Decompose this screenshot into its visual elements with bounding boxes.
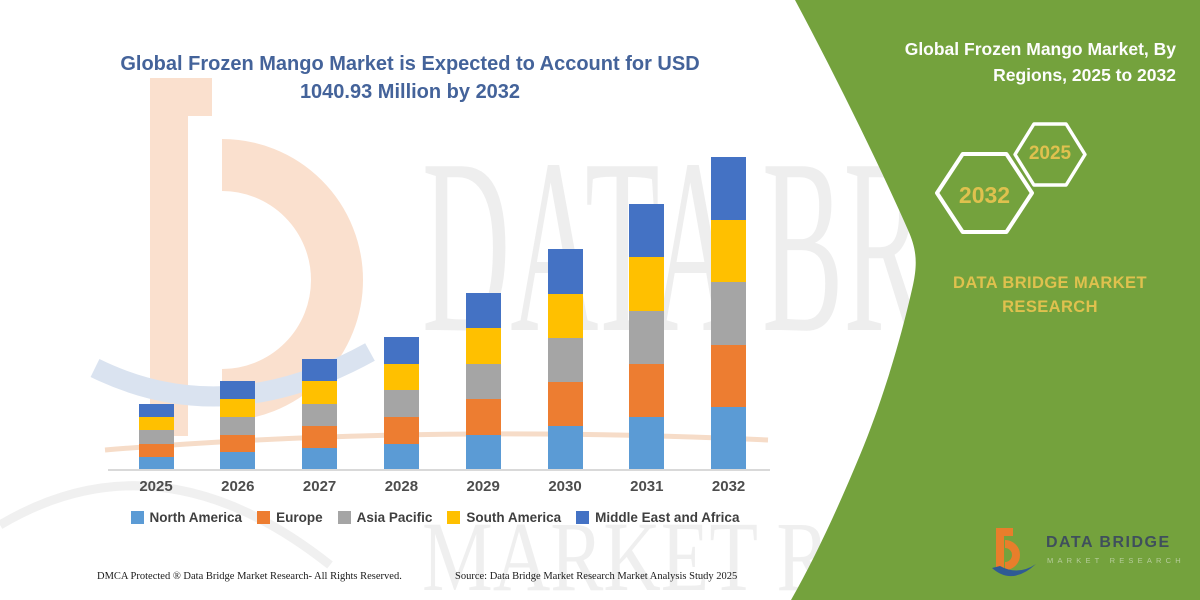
bar-segment-europe-2025: [138, 443, 174, 457]
bar-column-2027: [302, 359, 338, 470]
logo-subtext: MARKET RESEARCH: [1047, 556, 1185, 565]
x-axis-labels: 2025 2026 2027 2028 2029 2030 2031 2032: [110, 478, 770, 500]
bar-segment-south-america-2029: [465, 328, 501, 364]
legend-label: North America: [149, 510, 243, 525]
logo-name-text: DATA BRIDGE: [1046, 534, 1171, 551]
bar-segment-middle-east-and-africa-2029: [465, 292, 501, 329]
chart-plot-area: [110, 140, 770, 470]
bar-segment-middle-east-and-africa-2028: [383, 337, 419, 364]
chart-title-line1: Global Frozen Mango Market is Expected t…: [120, 53, 700, 75]
hexagon-2032-icon: [935, 152, 1034, 234]
bar-segment-north-america-2025: [138, 456, 174, 470]
bar-column-2029: [465, 292, 501, 470]
bar-segment-middle-east-and-africa-2026: [220, 381, 256, 399]
bar-segment-europe-2031: [629, 363, 665, 417]
bar-segment-middle-east-and-africa-2031: [629, 204, 665, 258]
legend-label: Asia Pacific: [356, 510, 433, 525]
bar-segment-south-america-2028: [383, 363, 419, 391]
x-axis-label-2028: 2028: [384, 478, 419, 495]
bar-segment-south-america-2027: [302, 381, 338, 404]
bar-segment-asia-pacific-2029: [465, 363, 501, 400]
x-axis-label-2026: 2026: [221, 478, 255, 495]
bar-segment-south-america-2030: [547, 293, 583, 338]
hexagon-label-2025: 2025: [1028, 143, 1072, 164]
bar-segment-south-america-2032: [711, 219, 747, 283]
bar-segment-middle-east-and-africa-2032: [711, 157, 747, 220]
bar-column-2028: [383, 337, 419, 470]
bar-segment-europe-2029: [465, 399, 501, 435]
bar-segment-north-america-2029: [465, 434, 501, 470]
legend-item-middle-east-and-africa: Middle East and Africa: [576, 510, 739, 525]
legend-swatch-icon: [337, 511, 351, 524]
legend-swatch-icon: [576, 511, 590, 524]
right-panel-title: Global Frozen Mango Market, By Regions, …: [846, 36, 1176, 89]
legend-item-europe: Europe: [257, 510, 323, 525]
hexagon-2025-icon: [1013, 122, 1087, 187]
bar-column-2025: [138, 403, 174, 470]
bar-segment-middle-east-and-africa-2027: [302, 359, 338, 382]
chart-legend: North America Europe Asia Pacific South Ame…: [95, 510, 775, 525]
legend-label: Europe: [276, 510, 323, 525]
bar-segment-middle-east-and-africa-2030: [547, 249, 583, 294]
legend-label: South America: [466, 510, 562, 525]
bar-segment-north-america-2026: [220, 452, 256, 470]
x-axis-line: [108, 469, 770, 471]
chart-title-line2: 1040.93 Million by 2032: [299, 81, 521, 103]
legend-item-asia-pacific: Asia Pacific: [337, 510, 433, 525]
legend-swatch-icon: [257, 511, 271, 524]
x-axis-label-2032: 2032: [711, 478, 746, 495]
footer-source-text: Source: Data Bridge Market Research Mark…: [455, 571, 738, 582]
right-panel-title-line1: Global Frozen Mango Market, By: [904, 39, 1176, 59]
brand-text-line2: RESEARCH: [1002, 297, 1098, 316]
legend-item-north-america: North America: [130, 510, 243, 525]
bar-segment-north-america-2032: [711, 407, 747, 470]
legend-swatch-icon: [447, 511, 461, 524]
bar-segment-south-america-2026: [220, 398, 256, 417]
x-axis-label-2031: 2031: [630, 478, 664, 495]
bar-column-2031: [629, 204, 665, 470]
bar-segment-south-america-2031: [629, 257, 665, 311]
bar-segment-asia-pacific-2032: [711, 282, 747, 345]
brand-text: DATA BRIDGE MARKET RESEARCH: [930, 272, 1170, 320]
bar-column-2026: [220, 381, 256, 470]
x-axis-label-2029: 2029: [466, 478, 500, 495]
footer-dmca-text: DMCA Protected ® Data Bridge Market Rese…: [97, 571, 402, 582]
x-axis-label-2025: 2025: [139, 478, 173, 495]
bar-segment-asia-pacific-2027: [302, 403, 338, 426]
bar-segment-middle-east-and-africa-2025: [138, 403, 174, 417]
bar-segment-north-america-2030: [547, 425, 583, 470]
databridge-logo: DATA BRIDGE MARKET RESEARCH: [988, 522, 1181, 584]
x-axis-label-2027: 2027: [302, 478, 337, 495]
bar-segment-europe-2026: [220, 434, 256, 453]
bar-segment-asia-pacific-2030: [547, 337, 583, 382]
right-panel-title-line2: Regions, 2025 to 2032: [993, 65, 1176, 86]
databridge-logo-icon: [992, 528, 1036, 577]
legend-label: Middle East and Africa: [595, 510, 740, 525]
bar-column-2032: [711, 157, 747, 470]
bar-segment-south-america-2025: [138, 416, 174, 431]
bar-segment-europe-2030: [547, 381, 583, 426]
hexagon-label-2032: 2032: [958, 182, 1011, 208]
x-axis-label-2030: 2030: [548, 478, 582, 495]
legend-swatch-icon: [130, 511, 144, 524]
legend-item-south-america: South America: [447, 510, 561, 525]
chart-title: Global Frozen Mango Market is Expected t…: [90, 50, 730, 106]
bar-segment-europe-2028: [383, 416, 419, 444]
bar-segment-asia-pacific-2031: [629, 310, 665, 364]
bar-segment-europe-2027: [302, 425, 338, 448]
bar-segment-asia-pacific-2026: [220, 416, 256, 435]
bar-segment-europe-2032: [711, 344, 747, 408]
brand-text-line1: DATA BRIDGE MARKET: [953, 274, 1147, 292]
bar-segment-north-america-2028: [383, 443, 419, 470]
bar-segment-asia-pacific-2025: [138, 430, 174, 444]
bar-segment-asia-pacific-2028: [383, 390, 419, 417]
bar-segment-north-america-2027: [302, 447, 338, 470]
bar-segment-north-america-2031: [629, 416, 665, 470]
bar-column-2030: [547, 249, 583, 470]
green-panel: [791, 0, 1200, 600]
